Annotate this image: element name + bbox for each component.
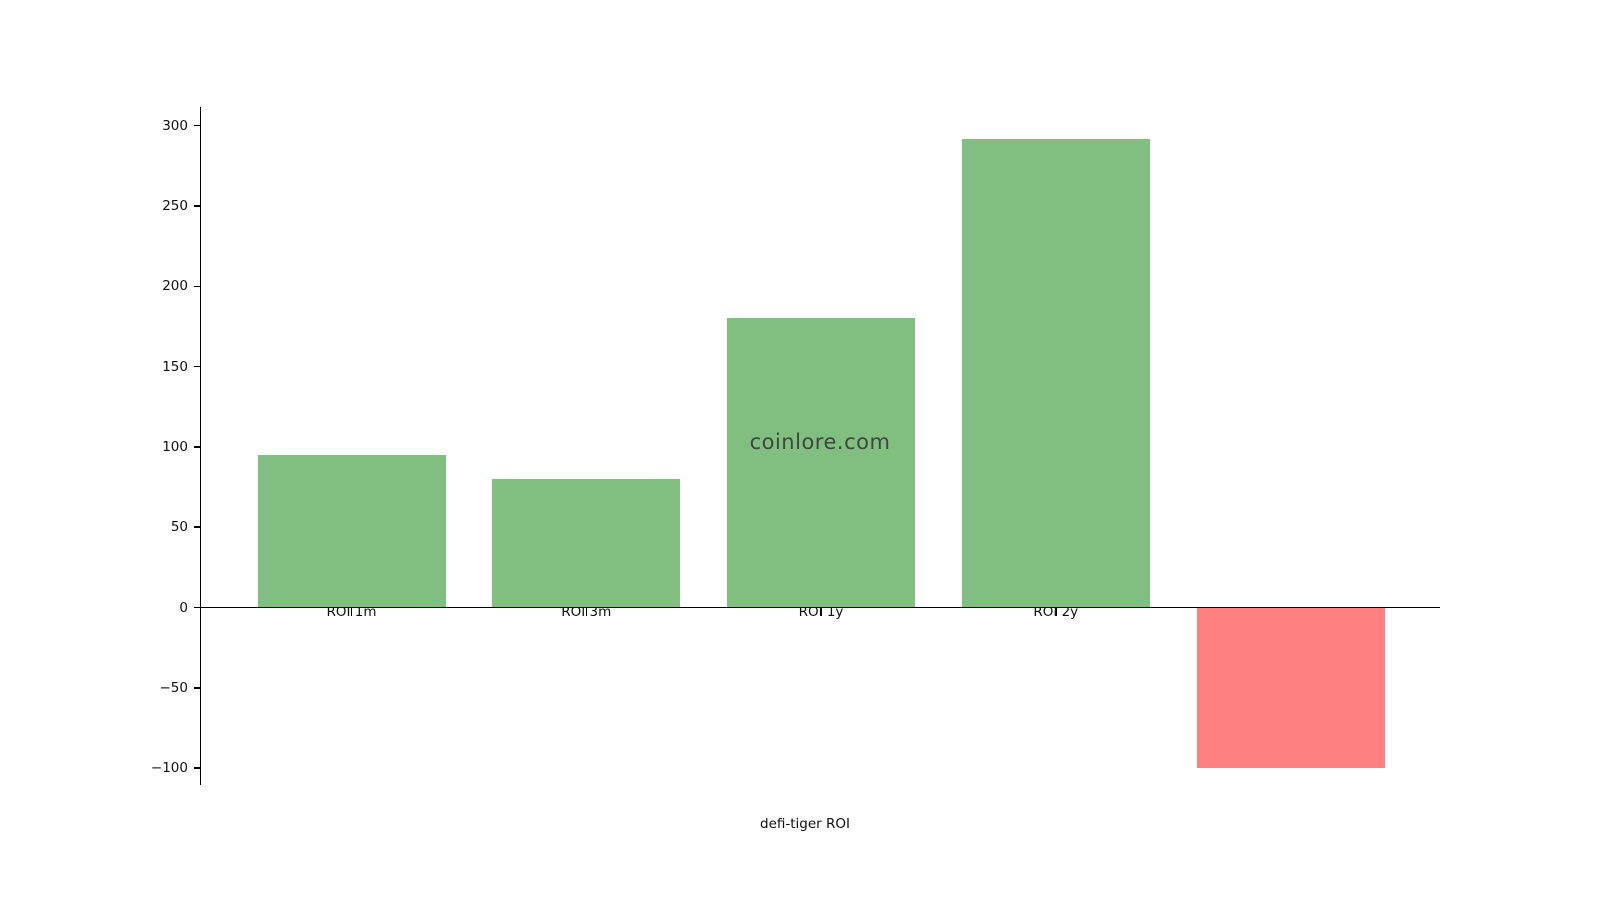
y-tick-label: 300 xyxy=(162,117,188,134)
y-tick-label: −100 xyxy=(150,760,188,777)
bar-roi-1y xyxy=(727,318,915,608)
bar-roi-1m xyxy=(257,454,446,608)
x-tick-mark xyxy=(820,607,822,616)
bar-unlabeled-5 xyxy=(1196,607,1385,769)
y-tick-mark xyxy=(194,526,201,528)
y-tick-mark xyxy=(194,365,201,368)
x-axis-spine xyxy=(201,606,1440,609)
chart-title: defi-tiger ROI xyxy=(760,816,850,832)
y-tick-mark xyxy=(194,285,201,288)
bar-roi-2y xyxy=(961,138,1150,608)
x-tick-mark xyxy=(1055,607,1057,616)
y-tick-mark xyxy=(194,767,201,769)
x-tick-mark xyxy=(585,607,587,616)
y-tick-mark xyxy=(194,606,201,609)
y-tick-mark xyxy=(194,446,201,448)
coinlore-watermark: coinlore.com xyxy=(749,430,891,454)
y-tick-mark xyxy=(194,124,201,127)
y-tick-label: 50 xyxy=(170,519,188,536)
y-axis-spine xyxy=(199,107,201,785)
y-tick-mark xyxy=(194,205,201,207)
x-tick-mark xyxy=(350,607,353,616)
y-tick-label: 150 xyxy=(162,358,188,375)
y-tick-label: 100 xyxy=(162,438,188,455)
y-tick-label: 250 xyxy=(162,198,188,214)
y-tick-mark xyxy=(194,687,201,689)
y-tick-label: −50 xyxy=(159,679,189,696)
y-tick-label: 200 xyxy=(162,278,188,295)
y-tick-label: 0 xyxy=(179,599,188,616)
bar-roi-3m xyxy=(492,479,681,608)
